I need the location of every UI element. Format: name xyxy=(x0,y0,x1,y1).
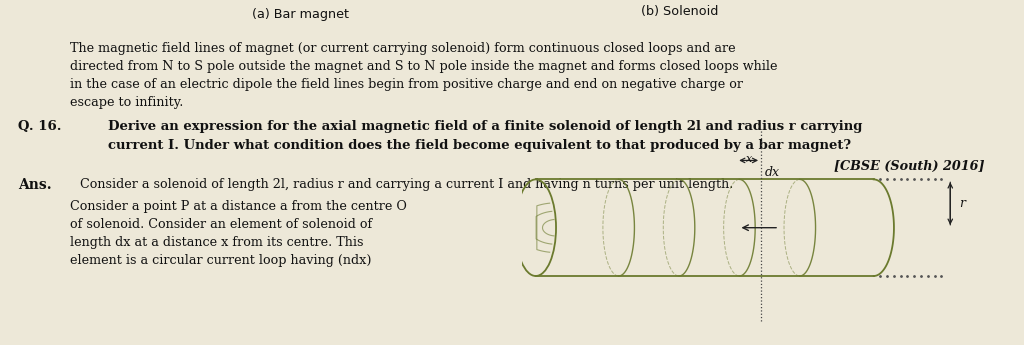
Text: in the case of an electric dipole the field lines begin from positive charge and: in the case of an electric dipole the fi… xyxy=(70,78,743,91)
Text: escape to infinity.: escape to infinity. xyxy=(70,96,183,109)
Text: Derive an expression for the axial magnetic field of a finite solenoid of length: Derive an expression for the axial magne… xyxy=(108,120,862,133)
Text: Q. 16.: Q. 16. xyxy=(18,120,61,133)
Text: of solenoid. Consider an element of solenoid of: of solenoid. Consider an element of sole… xyxy=(70,218,373,231)
Text: The magnetic field lines of magnet (or current carrying solenoid) form continuou: The magnetic field lines of magnet (or c… xyxy=(70,42,735,55)
Text: (a) Bar magnet: (a) Bar magnet xyxy=(252,8,348,21)
Text: Consider a solenoid of length 2l, radius r and carrying a current I and having n: Consider a solenoid of length 2l, radius… xyxy=(80,178,733,191)
Text: dx: dx xyxy=(765,166,780,179)
Text: Consider a point P at a distance a from the centre O: Consider a point P at a distance a from … xyxy=(70,200,407,213)
Text: current I. Under what condition does the field become equivalent to that produce: current I. Under what condition does the… xyxy=(108,139,851,152)
Text: (b) Solenoid: (b) Solenoid xyxy=(641,5,719,18)
Text: length dx at a distance x from its centre. This: length dx at a distance x from its centr… xyxy=(70,236,364,249)
Text: directed from N to S pole outside the magnet and S to N pole inside the magnet a: directed from N to S pole outside the ma… xyxy=(70,60,777,73)
Text: r: r xyxy=(959,197,966,210)
Text: element is a circular current loop having (ndx): element is a circular current loop havin… xyxy=(70,254,372,267)
Text: Ans.: Ans. xyxy=(18,178,51,192)
Text: x: x xyxy=(745,154,752,164)
Text: [CBSE (South) 2016]: [CBSE (South) 2016] xyxy=(835,160,985,173)
